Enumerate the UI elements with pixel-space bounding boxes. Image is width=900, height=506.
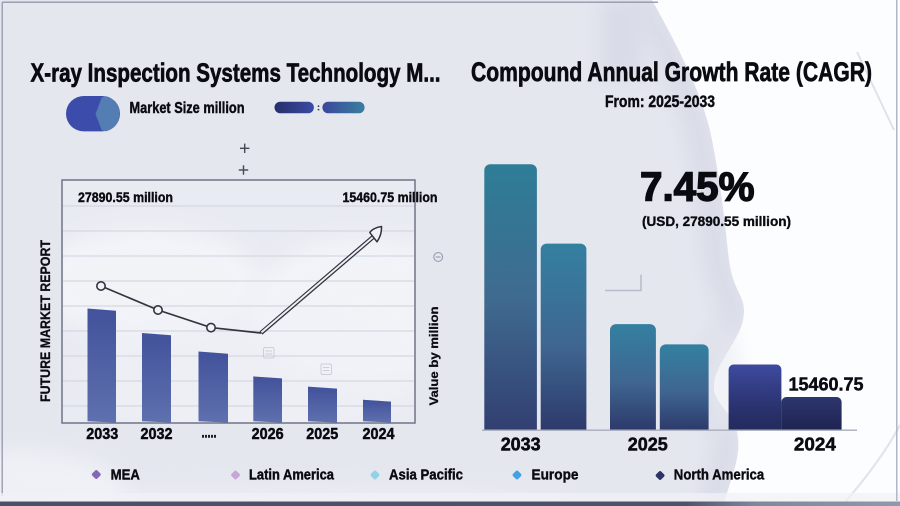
svg-text:Asia Pacific: Asia Pacific (389, 466, 463, 483)
svg-text:Compound Annual Growth Rate (C: Compound Annual Growth Rate (CAGR) (471, 57, 872, 87)
svg-text:.....: ..... (202, 425, 217, 442)
svg-text:2026: 2026 (252, 426, 284, 443)
svg-text:2025: 2025 (628, 435, 668, 455)
svg-text:Latin America: Latin America (249, 466, 335, 483)
svg-text:2024: 2024 (794, 435, 836, 455)
svg-text:15460.75 million: 15460.75 million (343, 189, 438, 205)
svg-text:2032: 2032 (141, 426, 173, 443)
svg-text:(USD, 27890.55 million): (USD, 27890.55 million) (642, 213, 791, 229)
svg-text:Value by million: Value by million (427, 307, 441, 406)
svg-text:From: 2025-2033: From: 2025-2033 (605, 93, 715, 111)
svg-text:FUTURE MARKET REPORT: FUTURE MARKET REPORT (37, 240, 53, 402)
svg-text:MEA: MEA (111, 466, 140, 483)
svg-text:North America: North America (674, 466, 765, 483)
svg-text:2033: 2033 (501, 435, 541, 455)
svg-text:15460.75: 15460.75 (789, 374, 864, 394)
svg-text:Europe: Europe (532, 466, 579, 483)
svg-text:2025: 2025 (306, 426, 338, 443)
svg-text:27890.55 million: 27890.55 million (78, 189, 173, 205)
svg-text:2033: 2033 (86, 426, 118, 443)
svg-text:7.45%: 7.45% (640, 164, 755, 210)
svg-text:X-ray Inspection Systems Techn: X-ray Inspection Systems Technology M... (31, 57, 441, 87)
svg-text:Market Size million: Market Size million (130, 100, 245, 117)
svg-text:2024: 2024 (363, 426, 395, 443)
